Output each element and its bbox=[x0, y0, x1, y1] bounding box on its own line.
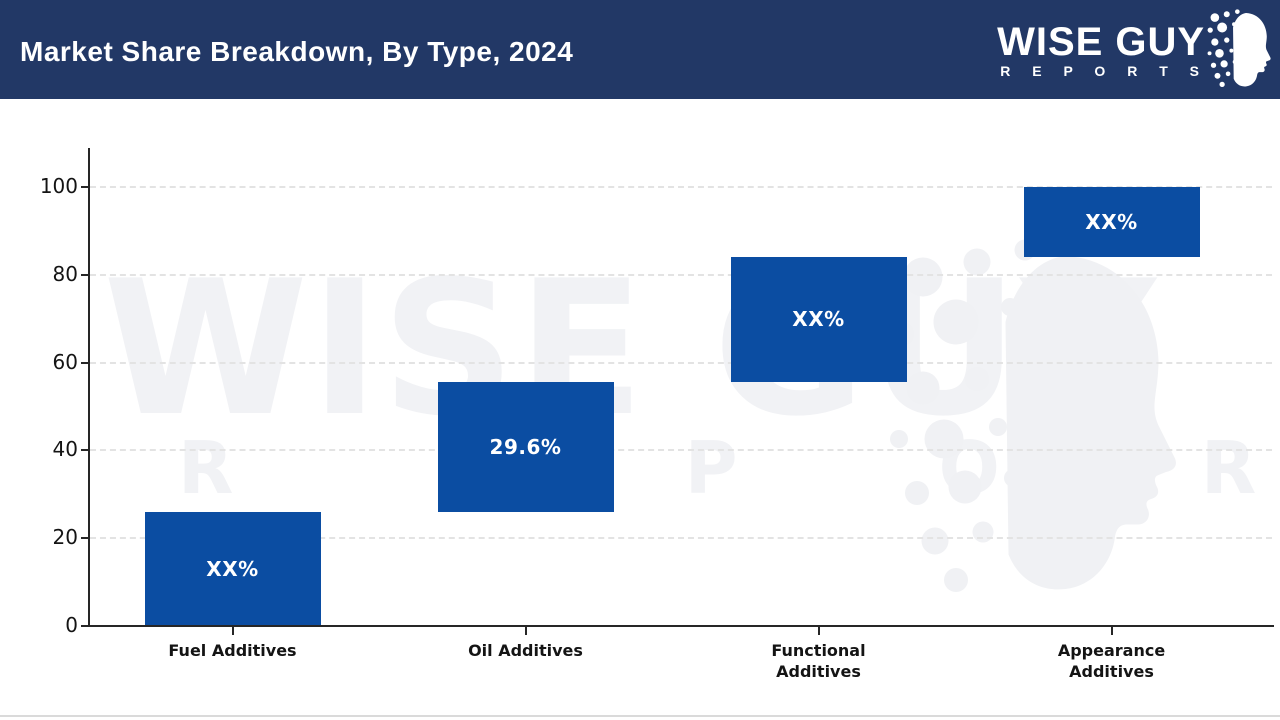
head-dots-icon bbox=[1207, 9, 1271, 88]
bar-fuel-additives: XX% bbox=[144, 511, 321, 626]
x-category-label: Functional Additives bbox=[771, 641, 866, 681]
bar-value-label: XX% bbox=[792, 307, 845, 332]
x-tick-mark-0 bbox=[231, 627, 234, 635]
header-band: Market Share Breakdown, By Type, 2024 WI… bbox=[0, 0, 1280, 99]
x-category-label: Fuel Additives bbox=[168, 641, 297, 660]
brand-logo-text: WISE GUY R E P O R T S bbox=[994, 22, 1208, 79]
gridline-y-100 bbox=[90, 186, 1272, 188]
y-tick-label-40: 40 bbox=[52, 437, 78, 462]
y-tick-mark-100 bbox=[81, 186, 89, 188]
x-category-label: Appearance Additives bbox=[1057, 641, 1166, 681]
bar-value-label: XX% bbox=[206, 556, 259, 581]
y-tick-label-0: 0 bbox=[65, 613, 78, 637]
x-tick-mark-2 bbox=[817, 627, 820, 635]
bottom-divider bbox=[0, 715, 1280, 717]
y-tick-mark-0 bbox=[81, 625, 89, 627]
x-axis-spine bbox=[86, 625, 1274, 627]
bar-functional-additives: XX% bbox=[730, 256, 907, 382]
bar-value-label: 29.6% bbox=[489, 434, 562, 459]
x-tick-mark-1 bbox=[524, 627, 527, 635]
x-category-label: Oil Additives bbox=[468, 641, 583, 660]
gridline-y-20 bbox=[90, 537, 1272, 540]
head-dots-watermark bbox=[890, 239, 1176, 592]
y-tick-mark-20 bbox=[81, 537, 89, 540]
bar-appearance-additives: XX% bbox=[1023, 187, 1200, 257]
y-tick-label-60: 60 bbox=[52, 349, 78, 374]
brand-subtitle: R E P O R T S bbox=[1000, 62, 1208, 79]
watermark-brand-text: WISE GUY bbox=[103, 240, 1158, 457]
y-tick-mark-60 bbox=[81, 361, 89, 364]
brand-name: WISE GUY bbox=[997, 19, 1206, 64]
gridline-y-40 bbox=[90, 449, 1272, 452]
y-tick-label-100: 100 bbox=[39, 174, 78, 198]
y-tick-label-20: 20 bbox=[52, 525, 78, 550]
y-tick-mark-40 bbox=[81, 449, 89, 452]
gridline-y-80 bbox=[90, 273, 1272, 276]
y-axis-spine bbox=[88, 148, 90, 627]
y-tick-mark-80 bbox=[81, 273, 89, 276]
bar-oil-additives: 29.6% bbox=[437, 381, 614, 512]
brand-logo: WISE GUY R E P O R T S bbox=[994, 4, 1274, 96]
bar-value-label: XX% bbox=[1085, 209, 1138, 234]
x-tick-mark-3 bbox=[1110, 627, 1113, 635]
y-tick-label-80: 80 bbox=[52, 261, 78, 286]
chart-title: Market Share Breakdown, By Type, 2024 bbox=[20, 36, 574, 67]
gridline-y-60 bbox=[90, 361, 1272, 364]
